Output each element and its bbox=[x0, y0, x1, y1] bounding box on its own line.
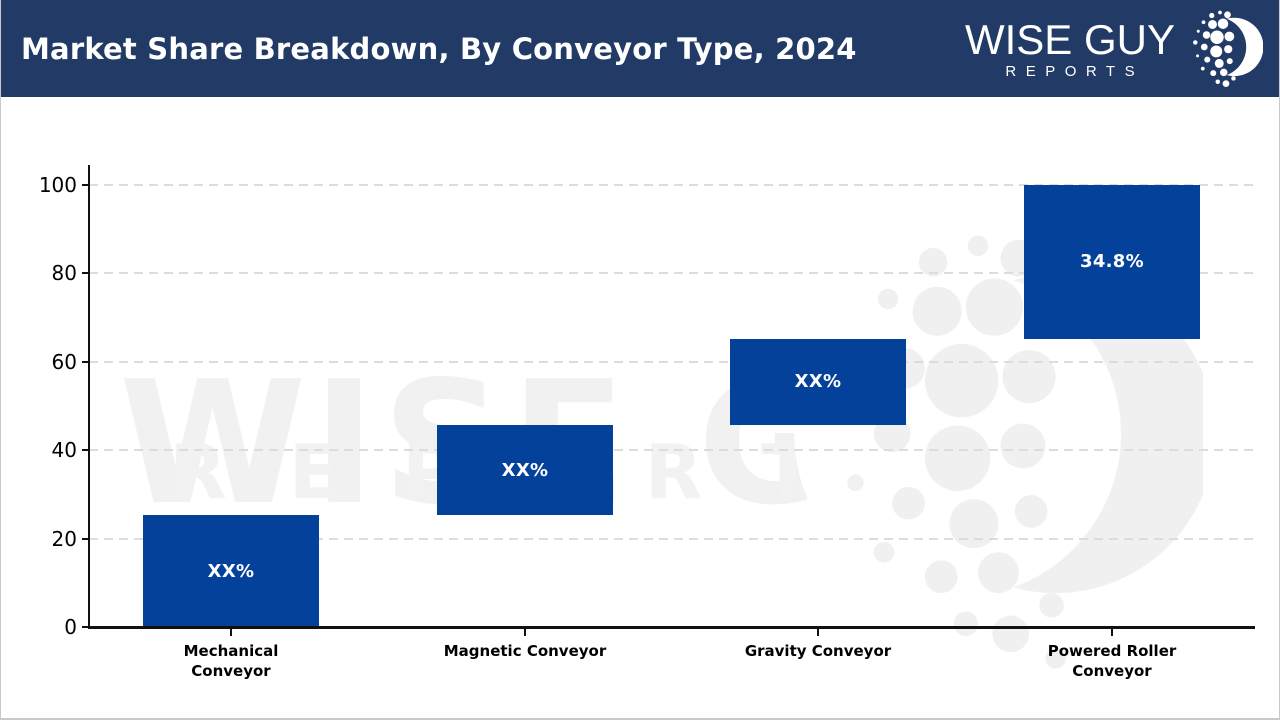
gridline-y100 bbox=[89, 184, 1254, 186]
bar-gravity-conveyor: XX% bbox=[730, 338, 906, 425]
y-tick-40 bbox=[82, 449, 89, 452]
x-tick-label-gravity-conveyor: Gravity Conveyor bbox=[744, 642, 892, 660]
header-bar: Market Share Breakdown, By Conveyor Type… bbox=[1, 0, 1279, 97]
gridline-y60 bbox=[89, 360, 1254, 363]
bar-mechanical-conveyor: XX% bbox=[143, 515, 319, 627]
chart-title: Market Share Breakdown, By Conveyor Type… bbox=[21, 31, 857, 66]
plot-area: XX% XX% XX% 34.8% bbox=[89, 184, 1254, 627]
bar-value-label: XX% bbox=[794, 371, 842, 393]
y-tick-label-60: 60 bbox=[51, 349, 77, 374]
x-tick-2 bbox=[817, 629, 819, 636]
x-axis-spine bbox=[88, 626, 1255, 629]
bar-value-label: XX% bbox=[501, 459, 549, 481]
brand-logo: WISE GUY REPORTS bbox=[965, 5, 1269, 93]
x-tick-label-magnetic-conveyor: Magnetic Conveyor bbox=[443, 642, 607, 660]
y-axis-spine bbox=[88, 165, 90, 627]
y-tick-label-40: 40 bbox=[51, 438, 77, 463]
y-tick-20 bbox=[82, 537, 89, 540]
bar-value-label: 34.8% bbox=[1080, 251, 1144, 273]
brand-logo-reports: REPORTS bbox=[1005, 62, 1145, 80]
brand-logo-text: WISE GUY REPORTS bbox=[964, 15, 1175, 80]
gridline-y40 bbox=[89, 449, 1254, 452]
y-tick-0 bbox=[82, 626, 89, 628]
y-tick-60 bbox=[82, 360, 89, 363]
gridline-y20 bbox=[89, 537, 1254, 540]
y-tick-label-80: 80 bbox=[51, 261, 77, 286]
bar-powered-roller-conveyor: 34.8% bbox=[1024, 185, 1200, 339]
gridline-y80 bbox=[89, 272, 1254, 275]
x-tick-3 bbox=[1111, 629, 1113, 636]
watermark-dotted-head bbox=[794, 235, 1203, 669]
y-tick-label-100: 100 bbox=[38, 173, 77, 197]
x-tick-label-powered-roller-conveyor: Powered Roller Conveyor bbox=[1047, 642, 1177, 680]
x-tick-1 bbox=[524, 629, 526, 636]
y-tick-label-0: 0 bbox=[64, 615, 77, 639]
y-tick-100 bbox=[82, 184, 89, 186]
bar-magnetic-conveyor: XX% bbox=[437, 425, 613, 516]
brand-logo-head-icon bbox=[1186, 10, 1263, 87]
bar-value-label: XX% bbox=[207, 560, 255, 582]
y-tick-80 bbox=[82, 272, 89, 275]
brand-logo-wiseguy: WISE GUY bbox=[964, 15, 1175, 63]
y-tick-label-20: 20 bbox=[51, 526, 77, 551]
x-tick-label-mechanical-conveyor: Mechanical Conveyor bbox=[183, 642, 279, 680]
x-tick-0 bbox=[230, 629, 232, 636]
